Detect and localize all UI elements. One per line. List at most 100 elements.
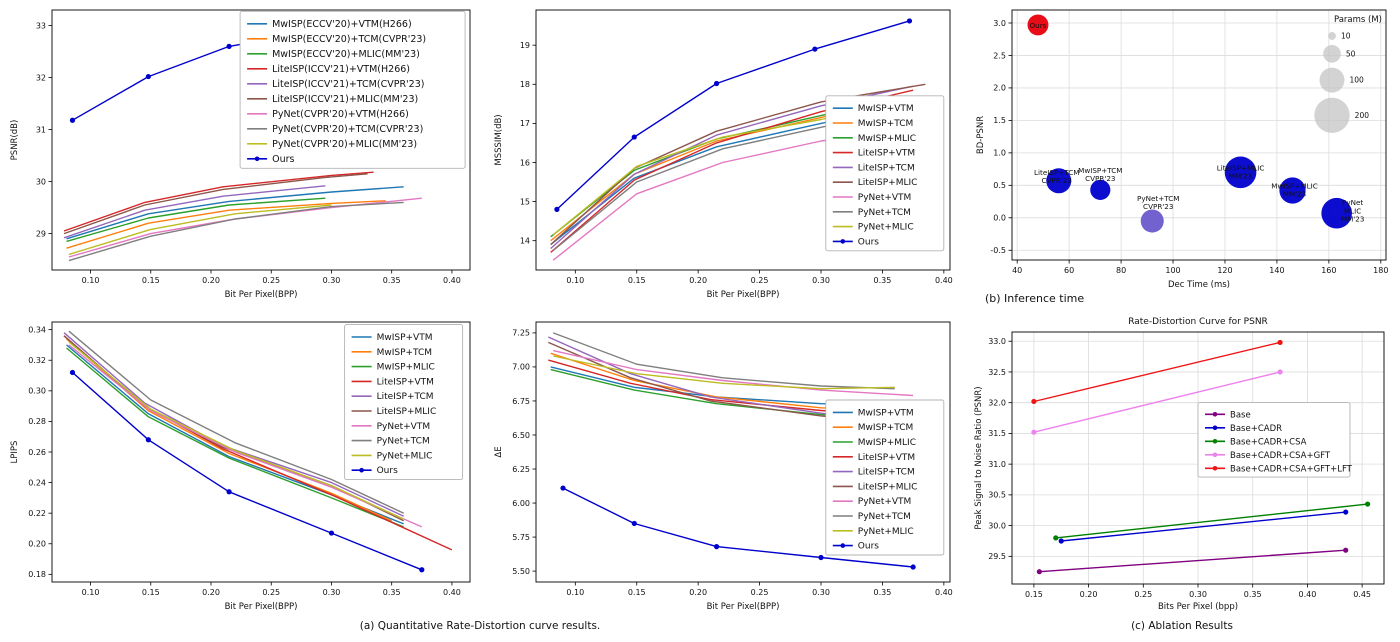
svg-text:0.34: 0.34 — [28, 325, 46, 334]
svg-text:0.20: 0.20 — [689, 276, 707, 285]
svg-text:140: 140 — [1269, 266, 1284, 275]
svg-text:Bit Per Pixel(BPP): Bit Per Pixel(BPP) — [707, 290, 780, 300]
svg-text:2.0: 2.0 — [993, 84, 1006, 93]
svg-text:Base+CADR+CSA: Base+CADR+CSA — [1230, 437, 1307, 447]
svg-text:15: 15 — [520, 197, 530, 206]
svg-text:0.40: 0.40 — [935, 588, 953, 597]
svg-text:MwISP+TCM: MwISP+TCM — [377, 348, 432, 358]
svg-text:PyNet+VTM: PyNet+VTM — [858, 193, 912, 203]
svg-text:MwISP(ECCV'20)+TCM(CVPR'23): MwISP(ECCV'20)+TCM(CVPR'23) — [272, 34, 426, 45]
svg-text:MwISP+VTM: MwISP+VTM — [858, 408, 914, 418]
svg-text:0.40: 0.40 — [935, 276, 953, 285]
svg-text:CVPR'23: CVPR'23 — [1143, 202, 1173, 211]
svg-text:MM'23: MM'23 — [1283, 190, 1307, 199]
svg-text:PyNet+TCM: PyNet+TCM — [1137, 194, 1179, 203]
svg-text:100: 100 — [1350, 76, 1365, 85]
svg-text:PyNet+TCM: PyNet+TCM — [858, 512, 911, 522]
svg-text:180: 180 — [1373, 266, 1388, 275]
svg-text:MwISP(ECCV'20)+MLIC(MM'23): MwISP(ECCV'20)+MLIC(MM'23) — [272, 49, 420, 60]
svg-text:33.0: 33.0 — [988, 337, 1006, 346]
svg-text:Ours: Ours — [1030, 21, 1047, 30]
svg-text:PyNet+MLIC: PyNet+MLIC — [858, 223, 914, 233]
svg-text:1.5: 1.5 — [993, 116, 1006, 125]
svg-text:0.20: 0.20 — [689, 588, 707, 597]
svg-text:50: 50 — [1346, 49, 1356, 58]
svg-text:0.30: 0.30 — [812, 588, 830, 597]
svg-text:30: 30 — [36, 177, 46, 186]
svg-text:32.0: 32.0 — [988, 398, 1006, 407]
svg-text:Dec Time (ms): Dec Time (ms) — [1168, 280, 1230, 290]
svg-text:80: 80 — [1116, 266, 1126, 275]
svg-text:0.32: 0.32 — [28, 356, 46, 365]
svg-text:14: 14 — [520, 236, 530, 245]
svg-text:0.15: 0.15 — [628, 276, 646, 285]
svg-text:0.35: 0.35 — [874, 588, 892, 597]
svg-text:0.10: 0.10 — [82, 588, 100, 597]
svg-text:BD-PSNR: BD-PSNR — [976, 116, 986, 154]
caption-ablation-results: (c) Ablation Results — [1131, 620, 1233, 632]
svg-text:31: 31 — [36, 125, 46, 134]
svg-text:0.10: 0.10 — [566, 276, 584, 285]
svg-text:0.28: 0.28 — [28, 417, 46, 426]
caption-quantitative-results: (a) Quantitative Rate-Distortion curve r… — [359, 620, 601, 632]
bd-psnr-bubble-plot: 40 60 80 100 120 140 160 180 -0.5 0.0 0.5 1.0 1.5 2.0… — [976, 9, 1388, 290]
svg-text:0.35: 0.35 — [1244, 590, 1262, 599]
svg-text:LiteISP+TCM: LiteISP+TCM — [1034, 168, 1079, 177]
svg-text:MSSSIM(dB): MSSSIM(dB) — [494, 114, 504, 165]
svg-text:Ours: Ours — [858, 237, 879, 247]
svg-text:6.75: 6.75 — [512, 397, 530, 406]
svg-text:MM'23: MM'23 — [1229, 172, 1253, 181]
svg-text:ΔE: ΔE — [494, 446, 504, 457]
lpips-rd-plot: 0.10 0.15 0.20 0.25 0.30 0.35 0.40 0.18 0.20 0.22… — [10, 321, 471, 612]
svg-text:0.5: 0.5 — [993, 181, 1006, 190]
svg-text:MwISP+MLIC: MwISP+MLIC — [1271, 182, 1317, 191]
svg-text:0.10: 0.10 — [566, 588, 584, 597]
svg-text:0.20: 0.20 — [202, 588, 220, 597]
svg-text:19: 19 — [520, 41, 530, 50]
svg-text:1.0: 1.0 — [993, 149, 1006, 158]
svg-text:LiteISP(ICCV'21)+TCM(CVPR'23): LiteISP(ICCV'21)+TCM(CVPR'23) — [272, 79, 424, 90]
svg-text:2.5: 2.5 — [993, 51, 1006, 60]
svg-text:Base: Base — [1230, 410, 1251, 420]
svg-text:0.30: 0.30 — [1189, 590, 1207, 599]
svg-text:7.00: 7.00 — [512, 363, 530, 372]
svg-text:MM'23: MM'23 — [1341, 215, 1365, 224]
svg-text:MwISP+TCM: MwISP+TCM — [1078, 166, 1122, 175]
svg-text:PyNet(CVPR'20)+TCM(CVPR'23): PyNet(CVPR'20)+TCM(CVPR'23) — [272, 124, 423, 135]
svg-text:0.25: 0.25 — [262, 276, 280, 285]
svg-text:PyNet+MLIC: PyNet+MLIC — [858, 527, 914, 537]
svg-text:MwISP+MLIC: MwISP+MLIC — [858, 438, 916, 448]
svg-text:CVPR'23: CVPR'23 — [1042, 176, 1072, 185]
svg-text:0.15: 0.15 — [142, 276, 160, 285]
psnr-rd-plot: 0.10 0.15 0.20 0.25 0.30 0.35 0.40 29 30 31 32 33 Bi… — [10, 9, 471, 300]
svg-text:LiteISP(ICCV'21)+MLIC(MM'23): LiteISP(ICCV'21)+MLIC(MM'23) — [272, 94, 418, 105]
svg-text:3.0: 3.0 — [993, 19, 1006, 28]
svg-text:0.20: 0.20 — [28, 540, 46, 549]
svg-text:PyNet: PyNet — [1342, 198, 1363, 207]
svg-text:7.25: 7.25 — [512, 329, 530, 338]
msssim-rd-plot: 0.10 0.15 0.20 0.25 0.30 0.35 0.40 14 15 16 17 18 19… — [494, 9, 953, 300]
svg-text:33: 33 — [36, 21, 46, 30]
svg-text:0.35: 0.35 — [874, 276, 892, 285]
svg-text:18: 18 — [520, 80, 530, 89]
svg-text:120: 120 — [1217, 266, 1232, 275]
svg-text:Params (M): Params (M) — [1334, 15, 1382, 25]
svg-text:0.15: 0.15 — [1025, 590, 1043, 599]
svg-text:0.30: 0.30 — [812, 276, 830, 285]
svg-text:29: 29 — [36, 229, 46, 238]
svg-text:16: 16 — [520, 158, 530, 167]
svg-text:MwISP+TCM: MwISP+TCM — [858, 119, 913, 129]
svg-text:Ours: Ours — [377, 466, 398, 476]
svg-text:6.50: 6.50 — [512, 431, 530, 440]
svg-text:32.5: 32.5 — [988, 368, 1006, 377]
svg-text:0.30: 0.30 — [28, 387, 46, 396]
svg-text:10: 10 — [1341, 32, 1351, 41]
caption-inference-time: (b) Inference time — [985, 292, 1085, 305]
svg-text:0.24: 0.24 — [28, 478, 46, 487]
svg-text:160: 160 — [1321, 266, 1336, 275]
svg-text:0.40: 0.40 — [443, 588, 461, 597]
svg-text:0.25: 0.25 — [751, 276, 769, 285]
svg-text:0.40: 0.40 — [443, 276, 461, 285]
svg-text:MLIC: MLIC — [1344, 206, 1361, 215]
svg-text:Bit Per Pixel(BPP): Bit Per Pixel(BPP) — [225, 602, 298, 612]
